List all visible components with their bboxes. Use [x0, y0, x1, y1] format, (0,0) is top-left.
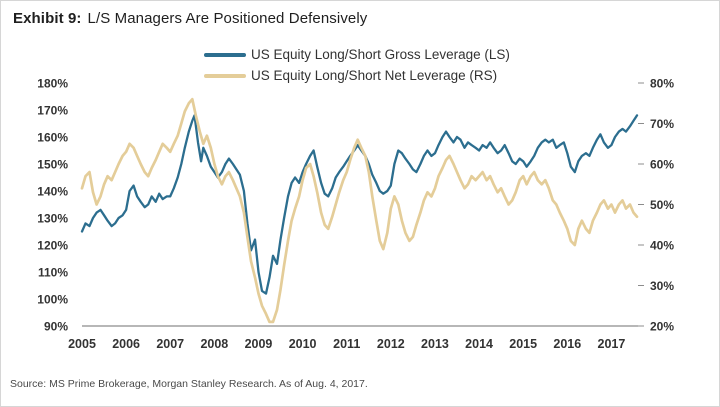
chart-legend: US Equity Long/Short Gross Leverage (LS)…: [204, 46, 510, 84]
x-axis-year-label: 2007: [156, 337, 184, 351]
gross-leverage-line: [80, 114, 639, 295]
legend-item-net: US Equity Long/Short Net Leverage (RS): [204, 67, 510, 84]
chart-area: 180% 170% 160% 150% 140% 130% 120% 110% 100% 90% 8…: [1, 56, 719, 366]
chart-title: Exhibit 9: L/S Managers Are Positioned De…: [13, 10, 367, 27]
x-axis-year-label: 2016: [553, 337, 581, 351]
left-axis-tick-label: 150%: [37, 158, 68, 172]
x-axis-year-label: 2010: [289, 337, 317, 351]
x-axis-year-label: 2005: [68, 337, 96, 351]
legend-item-gross: US Equity Long/Short Gross Leverage (LS): [204, 46, 510, 63]
x-axis-year-label: 2015: [509, 337, 537, 351]
right-axis-tick-label: 30%: [650, 279, 674, 293]
left-axis-tick-label: 120%: [37, 239, 68, 253]
right-axis-tick-label: 20%: [650, 320, 674, 334]
x-axis-year-label: 2008: [200, 337, 228, 351]
left-axis-tick-label: 170%: [37, 104, 68, 118]
left-axis-tick-label: 140%: [37, 185, 68, 199]
net-line-swatch: [204, 73, 246, 78]
x-axis-year-label: 2006: [112, 337, 140, 351]
x-axis-year-label: 2011: [333, 337, 360, 351]
x-axis-year-label: 2014: [465, 337, 493, 351]
legend-label-gross: US Equity Long/Short Gross Leverage (LS): [251, 47, 510, 62]
left-axis-tick-label: 130%: [37, 212, 68, 226]
right-axis-tick-label: 70%: [650, 117, 674, 131]
left-axis-tick-label: 180%: [37, 77, 68, 91]
source-note: Source: MS Prime Brokerage, Morgan Stanl…: [10, 378, 368, 390]
leverage-line-chart: 180% 170% 160% 150% 140% 130% 120% 110% 100% 90% 8…: [37, 77, 674, 352]
right-axis-tick-label: 60%: [650, 158, 674, 172]
left-axis-tick-label: 160%: [37, 131, 68, 145]
chart-title-text: L/S Managers Are Positioned Defensively: [87, 10, 368, 27]
gross-line-swatch: [204, 52, 246, 57]
net-leverage-line: [80, 97, 639, 324]
chart-title-prefix: Exhibit 9:: [13, 10, 82, 27]
left-axis-tick-label: 90%: [44, 320, 68, 334]
x-axis-year-label: 2012: [377, 337, 405, 351]
x-axis-year-label: 2017: [598, 337, 626, 351]
right-axis-tick-label: 40%: [650, 239, 674, 253]
left-axis-tick-label: 110%: [38, 266, 68, 280]
x-axis-year-label: 2013: [421, 337, 449, 351]
right-axis-tick-label: 80%: [650, 77, 674, 91]
x-axis-year-label: 2009: [245, 337, 273, 351]
left-axis-tick-label: 100%: [37, 293, 68, 307]
legend-label-net: US Equity Long/Short Net Leverage (RS): [251, 68, 498, 83]
right-axis-tick-label: 50%: [650, 198, 674, 212]
